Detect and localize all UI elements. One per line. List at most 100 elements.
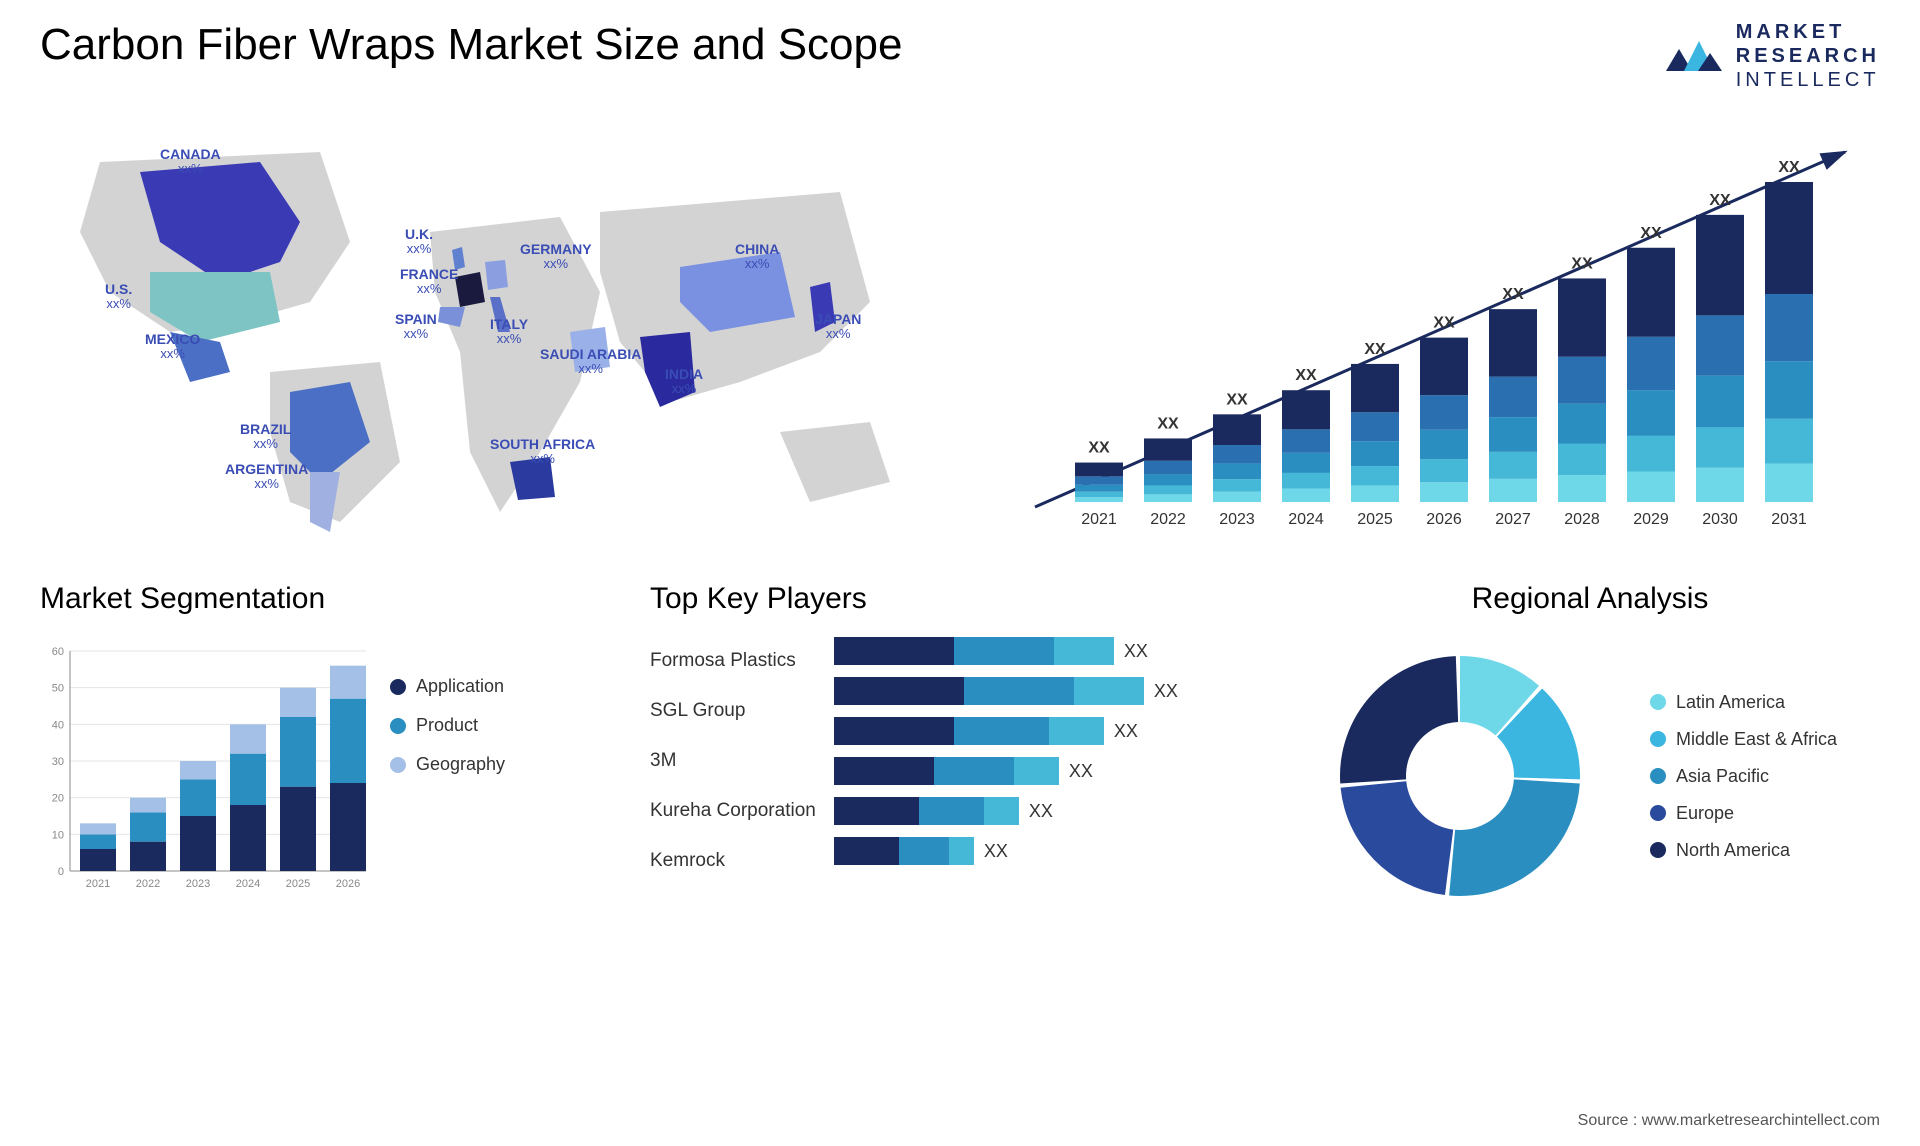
svg-text:30: 30: [52, 756, 64, 768]
player-bar-row: XX: [834, 756, 1250, 786]
legend-dot-icon: [390, 757, 406, 773]
growth-bar-seg: [1420, 430, 1468, 460]
growth-bar-seg: [1489, 377, 1537, 418]
player-bar-seg: [984, 797, 1019, 825]
svg-text:XX: XX: [1364, 341, 1386, 358]
players-title: Top Key Players: [650, 582, 1250, 616]
donut-slice: [1340, 656, 1458, 783]
svg-text:XX: XX: [1295, 367, 1317, 384]
player-bar: [834, 797, 1019, 825]
growth-bar-seg: [1696, 315, 1744, 375]
donut-slice: [1341, 781, 1454, 895]
player-value-label: XX: [1154, 681, 1178, 702]
player-bar-seg: [954, 637, 1054, 665]
growth-bar-seg: [1765, 294, 1813, 361]
growth-bar-seg: [1558, 475, 1606, 502]
regional-legend-item: North America: [1650, 840, 1837, 861]
svg-text:XX: XX: [1709, 192, 1731, 209]
growth-bar-seg: [1075, 492, 1123, 498]
map-label-south-africa: SOUTH AFRICAxx%: [490, 437, 595, 467]
svg-text:2025: 2025: [286, 878, 310, 890]
svg-text:2024: 2024: [236, 878, 260, 890]
growth-bar-seg: [1696, 427, 1744, 467]
svg-text:XX: XX: [1571, 255, 1593, 272]
svg-text:2029: 2029: [1633, 511, 1669, 528]
growth-bar-seg: [1489, 479, 1537, 502]
growth-bar-seg: [1765, 464, 1813, 502]
svg-text:2022: 2022: [1150, 511, 1186, 528]
svg-text:2026: 2026: [1426, 511, 1462, 528]
map-label-china: CHINAxx%: [735, 242, 779, 272]
growth-chart-panel: XX2021XX2022XX2023XX2024XX2025XX2026XX20…: [970, 122, 1880, 542]
growth-bar-seg: [1765, 361, 1813, 419]
svg-text:XX: XX: [1502, 286, 1524, 303]
growth-bar-seg: [1420, 395, 1468, 430]
growth-bar-seg: [1627, 390, 1675, 436]
top-row: CANADAxx%U.S.xx%MEXICOxx%BRAZILxx%ARGENT…: [40, 122, 1880, 542]
growth-bar-seg: [1558, 404, 1606, 444]
player-bar-seg: [899, 837, 949, 865]
seg-legend-item: Geography: [390, 754, 505, 775]
regional-legend-item: Europe: [1650, 803, 1837, 824]
player-bar-seg: [834, 837, 899, 865]
player-bar-seg: [834, 757, 934, 785]
growth-bar-seg: [1696, 215, 1744, 315]
player-bar-seg: [834, 637, 954, 665]
growth-bar-seg: [1075, 485, 1123, 492]
svg-text:XX: XX: [1088, 440, 1110, 457]
legend-dot-icon: [1650, 694, 1666, 710]
growth-bar-seg: [1627, 436, 1675, 472]
header: Carbon Fiber Wraps Market Size and Scope…: [40, 20, 1880, 92]
growth-bar-seg: [1144, 461, 1192, 474]
player-bar-row: XX: [834, 716, 1250, 746]
growth-bar-seg: [1765, 419, 1813, 464]
growth-bar-seg: [1627, 248, 1675, 337]
player-value-label: XX: [1029, 801, 1053, 822]
map-label-mexico: MEXICOxx%: [145, 332, 200, 362]
player-name: Kureha Corporation: [650, 800, 816, 830]
svg-text:2026: 2026: [336, 878, 360, 890]
player-bar-seg: [964, 677, 1074, 705]
legend-dot-icon: [1650, 805, 1666, 821]
player-bar-row: XX: [834, 796, 1250, 826]
seg-legend-item: Application: [390, 676, 505, 697]
growth-bar-seg: [1489, 452, 1537, 479]
svg-text:2022: 2022: [136, 878, 160, 890]
seg-bar: [130, 798, 166, 813]
player-bar-seg: [954, 717, 1049, 745]
seg-bar: [180, 816, 216, 871]
seg-bar: [330, 783, 366, 871]
growth-bar-seg: [1075, 463, 1123, 477]
growth-bar-seg: [1144, 438, 1192, 460]
page-title: Carbon Fiber Wraps Market Size and Scope: [40, 20, 902, 70]
growth-bar-seg: [1282, 489, 1330, 502]
player-bar-row: XX: [834, 676, 1250, 706]
seg-bar: [180, 779, 216, 816]
player-name: SGL Group: [650, 700, 816, 730]
svg-text:2024: 2024: [1288, 511, 1324, 528]
growth-bar-seg: [1075, 476, 1123, 484]
map-label-france: FRANCExx%: [400, 267, 458, 297]
growth-bar-seg: [1351, 466, 1399, 485]
player-value-label: XX: [1069, 761, 1093, 782]
growth-bar-seg: [1351, 441, 1399, 466]
growth-bar-seg: [1696, 376, 1744, 428]
player-bar-seg: [1049, 717, 1104, 745]
legend-dot-icon: [1650, 731, 1666, 747]
growth-bar-seg: [1075, 497, 1123, 502]
player-value-label: XX: [984, 841, 1008, 862]
bottom-row: Market Segmentation 01020304050602021202…: [40, 582, 1880, 916]
player-name: Formosa Plastics: [650, 650, 816, 680]
seg-bar: [130, 812, 166, 841]
map-label-u.k.: U.K.xx%: [405, 227, 433, 257]
seg-bar: [180, 761, 216, 779]
player-bar-seg: [949, 837, 974, 865]
svg-text:2031: 2031: [1771, 511, 1807, 528]
svg-text:XX: XX: [1226, 391, 1248, 408]
growth-bar-seg: [1627, 471, 1675, 502]
world-map-panel: CANADAxx%U.S.xx%MEXICOxx%BRAZILxx%ARGENT…: [40, 122, 940, 542]
svg-text:20: 20: [52, 793, 64, 805]
growth-bar-seg: [1558, 357, 1606, 404]
growth-bar-seg: [1282, 473, 1330, 489]
growth-bar-seg: [1558, 278, 1606, 356]
